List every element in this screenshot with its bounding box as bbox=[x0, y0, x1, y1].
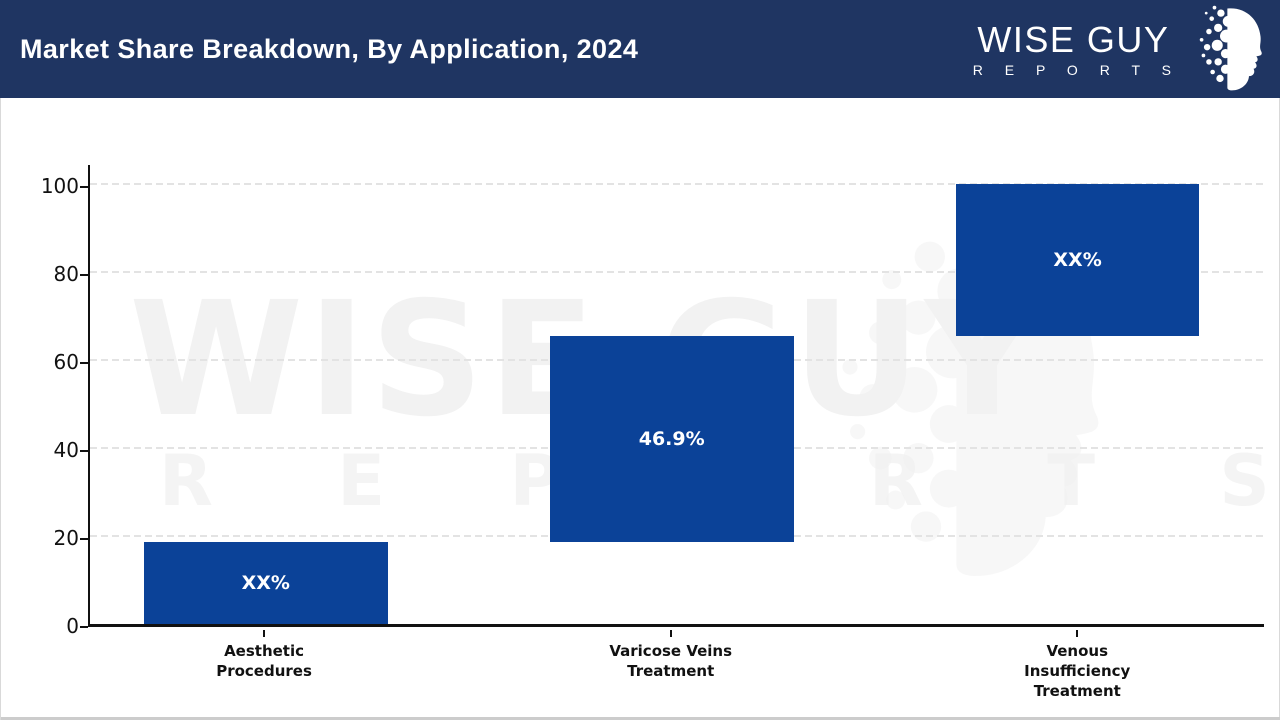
chart-canvas: WISE GUY R E P O R T S XX%46.9%XX% 02040… bbox=[0, 98, 1280, 720]
gridline-100 bbox=[90, 183, 1264, 185]
page-title: Market Share Breakdown, By Application, … bbox=[20, 33, 639, 64]
ytick-mark-20 bbox=[80, 538, 88, 540]
category-label-0: Aesthetic Procedures bbox=[216, 642, 312, 680]
logo-text: WISE GUY R E P O R T S bbox=[967, 18, 1180, 78]
category-label-2: Venous Insufficiency Treatment bbox=[1024, 642, 1131, 700]
ytick-label-20: 20 bbox=[53, 526, 79, 550]
wise-guy-logo: WISE GUY R E P O R T S bbox=[967, 3, 1266, 95]
header-bar: Market Share Breakdown, By Application, … bbox=[0, 0, 1280, 98]
ytick-mark-0 bbox=[80, 626, 88, 628]
axis-labels-layer: 0 20 40 60 80 100 Aesthetic Procedures Varicose … bbox=[1, 98, 1279, 720]
bar-value-label-1: 46.9% bbox=[638, 427, 705, 450]
logo-subtitle: R E P O R T S bbox=[972, 61, 1180, 78]
face-profile-icon bbox=[1199, 5, 1262, 91]
ytick-label-80: 80 bbox=[53, 262, 79, 286]
logo-name: WISE GUY bbox=[977, 18, 1170, 60]
xtick-mark-0 bbox=[263, 630, 266, 637]
footer-divider bbox=[1, 717, 1280, 720]
bar-value-label-0: XX% bbox=[241, 572, 290, 595]
ytick-mark-60 bbox=[80, 362, 88, 364]
bar-value-label-2: XX% bbox=[1053, 248, 1102, 271]
ytick-label-40: 40 bbox=[53, 438, 79, 462]
gridline-80 bbox=[90, 271, 1264, 273]
plot-area: XX% 46.9% XX% bbox=[88, 165, 1264, 627]
ytick-label-100: 100 bbox=[40, 174, 79, 198]
xtick-mark-2 bbox=[1076, 630, 1079, 637]
ytick-mark-80 bbox=[80, 274, 88, 276]
category-label-1: Varicose Veins Treatment bbox=[609, 642, 733, 680]
xtick-mark-1 bbox=[669, 630, 672, 637]
bar-segment-1: 46.9% bbox=[549, 335, 794, 543]
bar-segment-0: XX% bbox=[143, 542, 388, 624]
ytick-mark-100 bbox=[80, 186, 88, 188]
ytick-label-60: 60 bbox=[53, 350, 79, 374]
ytick-label-0: 0 bbox=[66, 614, 79, 638]
ytick-mark-40 bbox=[80, 450, 88, 452]
bar-segment-2: XX% bbox=[955, 184, 1200, 336]
